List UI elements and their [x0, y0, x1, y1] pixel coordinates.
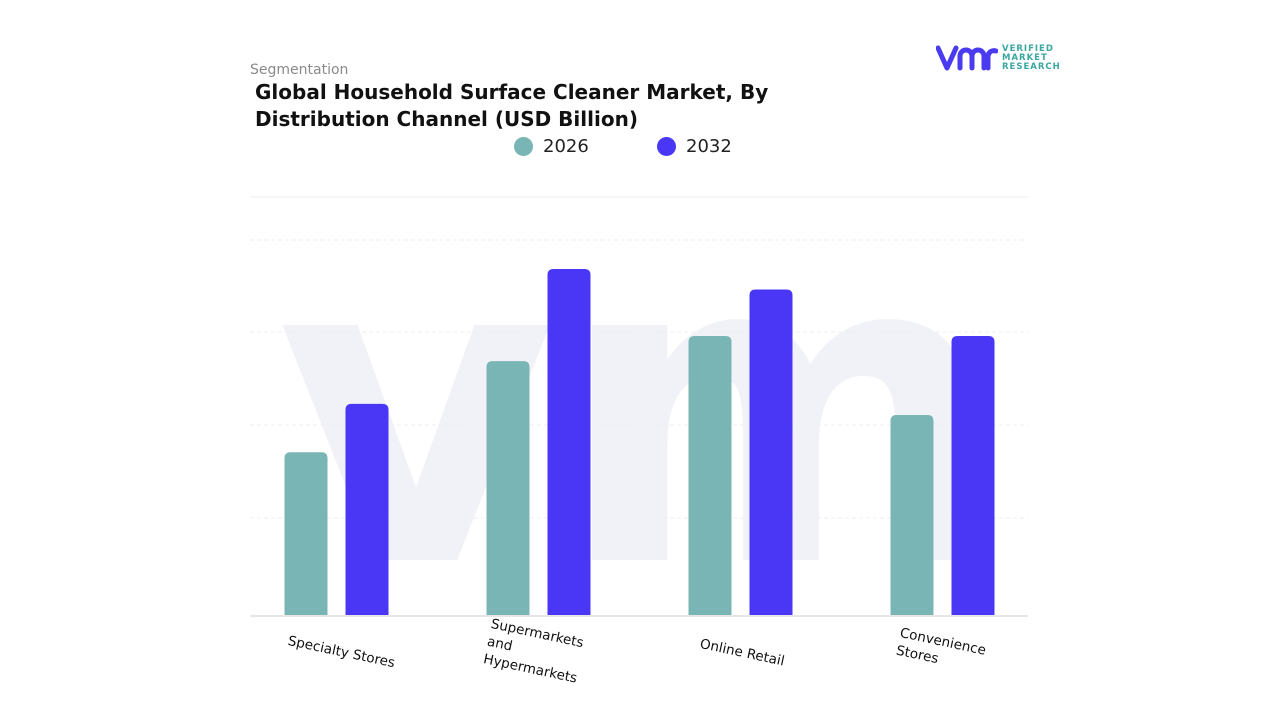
bar-2026-1 [486, 361, 530, 615]
segmentation-label: Segmentation [250, 62, 349, 78]
legend-item-2026: 2026 [514, 136, 589, 157]
legend-dot-2026 [514, 137, 533, 156]
watermark: vm [276, 162, 1004, 662]
bar-2032-0 [345, 403, 389, 615]
vmr-logo: VERIFIED MARKET RESEARCH [936, 44, 1061, 72]
vmr-logo-icon [936, 45, 998, 71]
bar-2026-3 [890, 415, 934, 615]
logo-text: RESEARCH [1002, 61, 1061, 72]
bar-2026-0 [284, 452, 328, 615]
legend-label: 2026 [543, 136, 589, 157]
legend-dot-2032 [657, 137, 676, 156]
legend-item-2032: 2032 [657, 136, 732, 157]
bar-2032-3 [951, 336, 995, 615]
legend-label: 2032 [686, 136, 732, 157]
logo-text: MARKET [1002, 52, 1048, 63]
bar-2032-2 [749, 289, 793, 615]
chart-title: Global Household Surface Cleaner Market,… [255, 80, 769, 131]
bar-2032-1 [547, 269, 591, 615]
bar-2026-2 [688, 336, 732, 615]
logo-text: VERIFIED [1002, 43, 1054, 54]
